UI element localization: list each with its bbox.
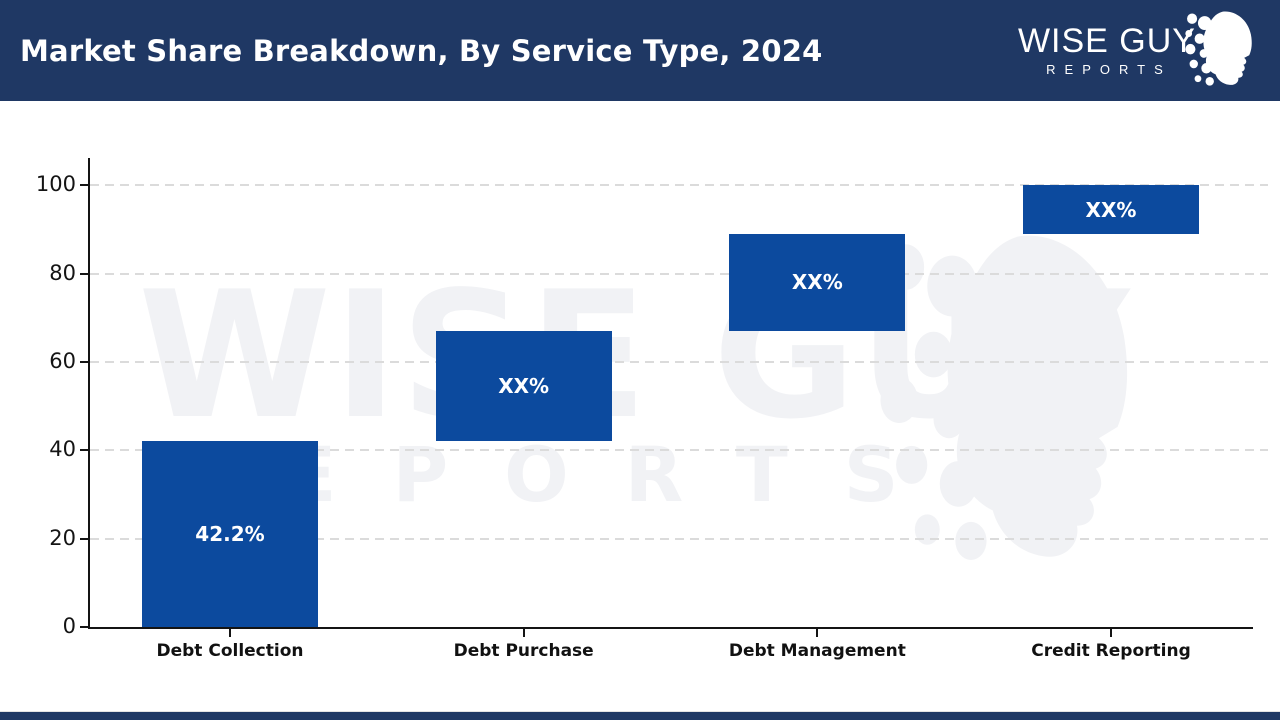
- x-axis-line: [88, 627, 1253, 629]
- gridline-40: [90, 449, 1268, 452]
- bar-credit-reporting: XX%: [1023, 185, 1199, 234]
- y-tick-label-80: 80: [49, 260, 76, 285]
- gridline-100: [90, 184, 1268, 187]
- logo-head-profile-icon: [1185, 11, 1252, 86]
- y-tick-100: [80, 184, 88, 187]
- x-tick-3: [1110, 629, 1112, 637]
- y-tick-40: [80, 449, 88, 452]
- y-tick-label-40: 40: [49, 437, 76, 462]
- category-label-1: Debt Purchase: [453, 641, 594, 661]
- bar-debt-collection: 42.2%: [142, 440, 318, 627]
- bar-value-label: XX%: [791, 270, 843, 295]
- x-tick-0: [229, 629, 231, 637]
- x-tick-1: [522, 629, 525, 637]
- gridline-80: [90, 272, 1268, 275]
- y-tick-0: [80, 626, 88, 628]
- bar-value-label: 42.2%: [195, 521, 265, 546]
- footer-bar: [0, 712, 1280, 720]
- watermark-head-profile: [880, 235, 1128, 560]
- logo-text: WISE GUY REPORTS: [1018, 24, 1196, 77]
- gridline-60: [90, 360, 1268, 363]
- y-tick-20: [80, 537, 88, 540]
- gridline-20: [90, 537, 1268, 540]
- y-tick-label-60: 60: [49, 348, 76, 373]
- category-label-0: Debt Collection: [156, 641, 304, 661]
- logo-subtitle: REPORTS: [1046, 62, 1172, 77]
- y-tick-80: [80, 272, 88, 275]
- page-title: Market Share Breakdown, By Service Type,…: [20, 33, 823, 68]
- y-axis-line: [88, 157, 90, 629]
- bar-value-label: XX%: [498, 373, 550, 398]
- category-label-2: Debt Management: [728, 641, 906, 661]
- logo-wordmark: WISE GUY: [1017, 22, 1196, 60]
- category-label-3: Credit Reporting: [1031, 641, 1191, 661]
- bar-value-label: XX%: [1085, 197, 1137, 222]
- y-tick-60: [80, 360, 88, 363]
- footer-divider: [0, 711, 1280, 712]
- y-tick-label-0: 0: [62, 614, 76, 638]
- x-tick-2: [816, 629, 819, 637]
- y-tick-label-20: 20: [49, 525, 76, 550]
- header-bar: Market Share Breakdown, By Service Type,…: [0, 0, 1280, 101]
- bar-debt-management: XX%: [729, 233, 906, 331]
- waterfall-chart: WISE GUY REPORTS 0 20 40 60 80 100 42.2% Debt C…: [0, 101, 1280, 712]
- y-tick-label-100: 100: [35, 172, 76, 197]
- bar-debt-purchase: XX%: [435, 331, 612, 441]
- wise-guy-reports-logo: WISE GUY REPORTS: [1018, 11, 1266, 90]
